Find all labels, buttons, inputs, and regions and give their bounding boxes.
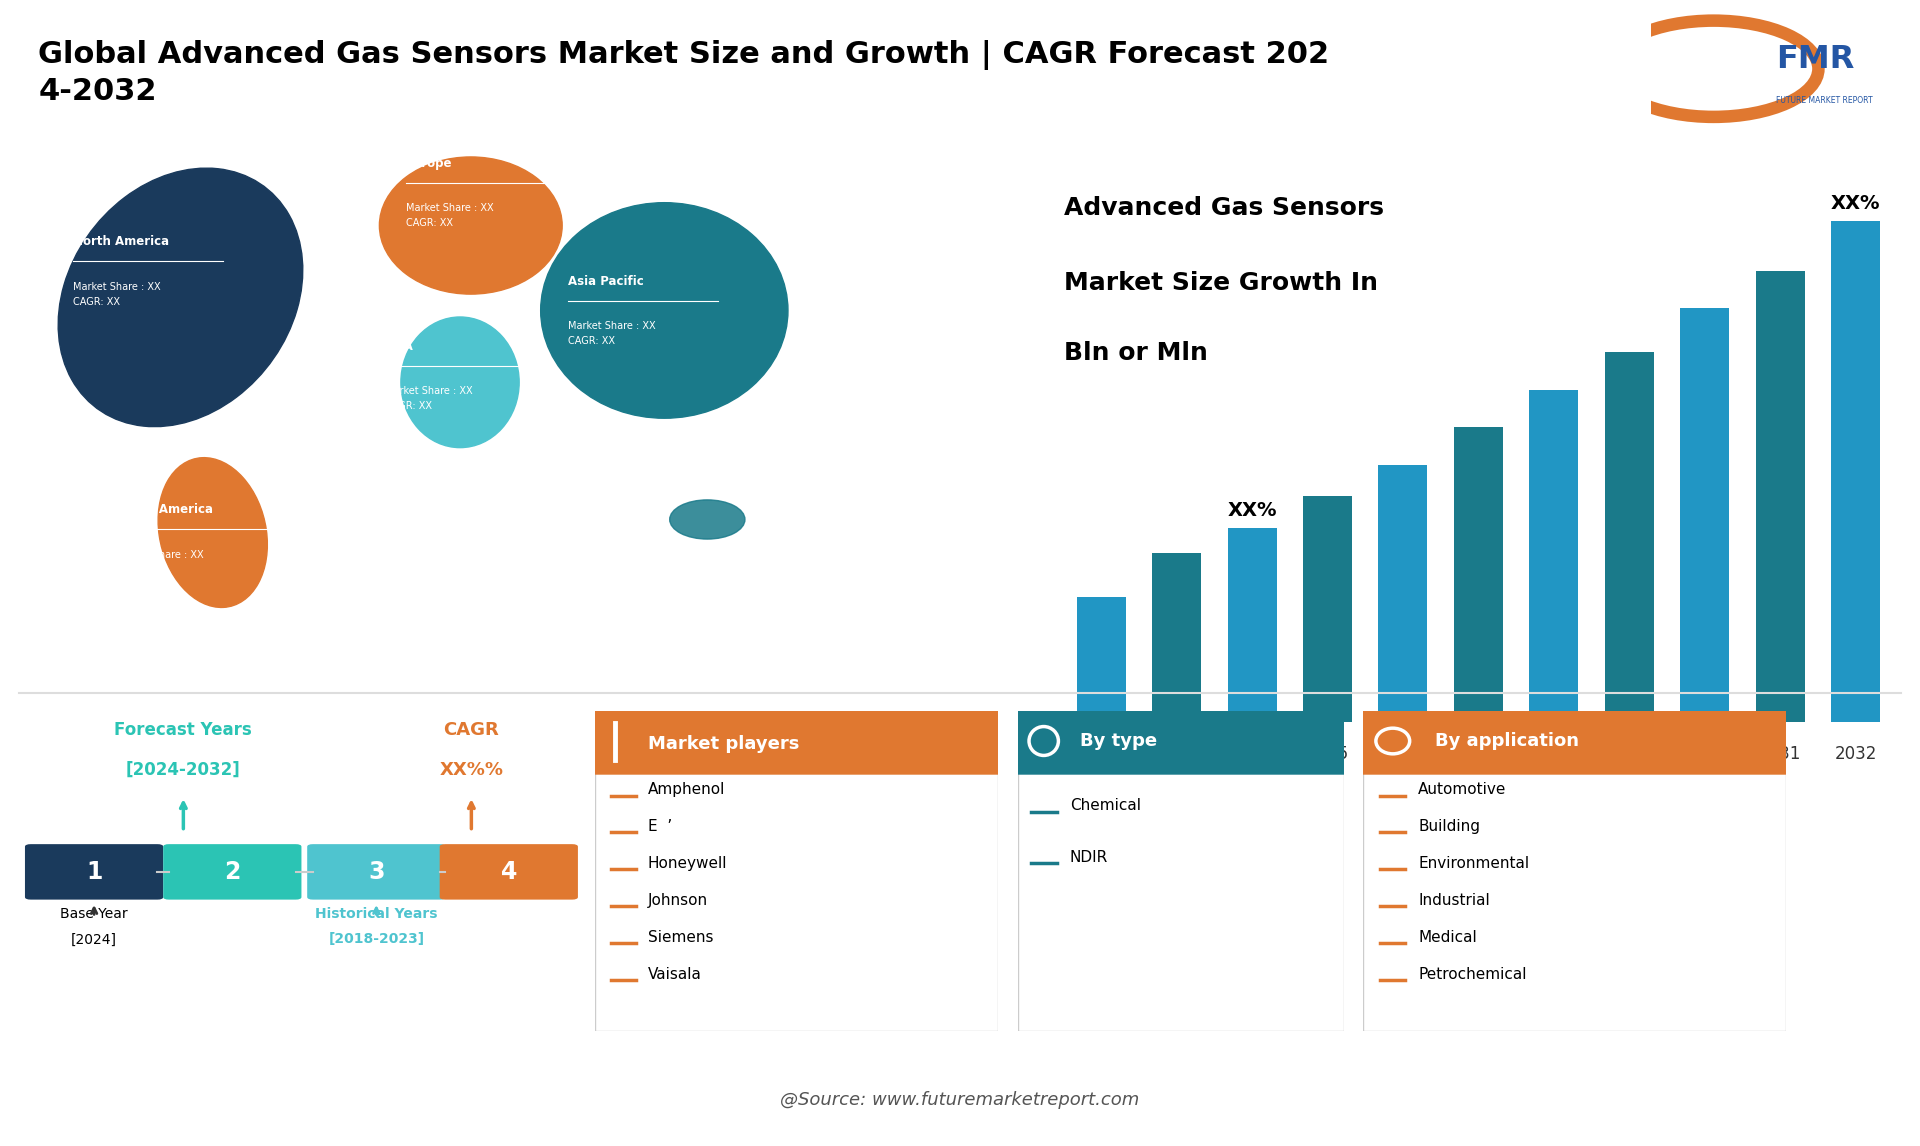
Text: Market Share : XX
CAGR: XX: Market Share : XX CAGR: XX bbox=[568, 321, 655, 346]
Bar bbox=[1832, 220, 1880, 722]
FancyBboxPatch shape bbox=[1018, 711, 1344, 1031]
FancyBboxPatch shape bbox=[1363, 711, 1786, 1031]
Text: Petrochemical: Petrochemical bbox=[1419, 967, 1526, 982]
Bar bbox=[1227, 527, 1277, 722]
Bar bbox=[1680, 308, 1730, 722]
Text: Historical Years: Historical Years bbox=[315, 908, 438, 921]
Text: By type: By type bbox=[1079, 732, 1156, 749]
Text: Market players: Market players bbox=[647, 736, 799, 753]
Text: 3: 3 bbox=[369, 860, 384, 884]
Bar bbox=[1304, 496, 1352, 722]
Text: Amphenol: Amphenol bbox=[647, 783, 726, 798]
Text: By application: By application bbox=[1434, 732, 1578, 749]
Text: Global Advanced Gas Sensors Market Size and Growth | CAGR Forecast 202: Global Advanced Gas Sensors Market Size … bbox=[38, 40, 1329, 70]
Text: [2018-2023]: [2018-2023] bbox=[328, 933, 424, 947]
FancyBboxPatch shape bbox=[307, 845, 445, 900]
Text: Honeywell: Honeywell bbox=[647, 856, 728, 871]
Text: South America: South America bbox=[115, 503, 213, 516]
Text: Medical: Medical bbox=[1419, 929, 1476, 944]
Bar bbox=[1605, 352, 1653, 722]
Text: Siemens: Siemens bbox=[647, 929, 712, 944]
Text: Asia Pacific: Asia Pacific bbox=[568, 275, 643, 288]
Text: Chemical: Chemical bbox=[1069, 799, 1140, 814]
Text: 2: 2 bbox=[225, 860, 240, 884]
Text: 2026: 2026 bbox=[1382, 745, 1425, 762]
Text: 2025: 2025 bbox=[1306, 745, 1348, 762]
Text: 2030: 2030 bbox=[1684, 745, 1726, 762]
FancyBboxPatch shape bbox=[163, 845, 301, 900]
Text: Market Share : XX
CAGR: XX: Market Share : XX CAGR: XX bbox=[73, 282, 161, 306]
Text: 2027: 2027 bbox=[1457, 745, 1500, 762]
Bar bbox=[1379, 465, 1427, 722]
Text: [2024]: [2024] bbox=[71, 933, 117, 947]
Ellipse shape bbox=[401, 317, 518, 448]
FancyBboxPatch shape bbox=[25, 845, 163, 900]
Text: North America: North America bbox=[73, 235, 169, 249]
Text: 1: 1 bbox=[86, 860, 102, 884]
Text: 2031: 2031 bbox=[1759, 745, 1801, 762]
Bar bbox=[1077, 597, 1125, 722]
Ellipse shape bbox=[380, 157, 563, 295]
Text: 2029: 2029 bbox=[1609, 745, 1651, 762]
Text: Advanced Gas Sensors: Advanced Gas Sensors bbox=[1064, 196, 1384, 220]
Text: Base Year: Base Year bbox=[60, 908, 129, 921]
Text: Market Share : XX
CAGR: XX: Market Share : XX CAGR: XX bbox=[384, 386, 472, 411]
Text: 2022: 2022 bbox=[1081, 745, 1123, 762]
Text: Industrial: Industrial bbox=[1419, 893, 1490, 908]
Text: Market Size Growth In: Market Size Growth In bbox=[1064, 270, 1377, 295]
Text: 2024: 2024 bbox=[1231, 745, 1273, 762]
Text: E  ʼ: E ʼ bbox=[647, 819, 672, 834]
Text: NDIR: NDIR bbox=[1069, 849, 1108, 864]
Text: Johnson: Johnson bbox=[647, 893, 708, 908]
Text: Europe: Europe bbox=[407, 157, 453, 170]
Text: Market Share : XX
CAGR: XX: Market Share : XX CAGR: XX bbox=[407, 203, 493, 228]
Text: Market Share : XX
CAGR: XX: Market Share : XX CAGR: XX bbox=[115, 550, 204, 574]
Ellipse shape bbox=[541, 203, 787, 418]
Text: XX%%: XX%% bbox=[440, 761, 503, 779]
Text: 4-2032: 4-2032 bbox=[38, 77, 157, 105]
Text: [2024-2032]: [2024-2032] bbox=[127, 761, 240, 779]
Text: FUTURE MARKET REPORT: FUTURE MARKET REPORT bbox=[1776, 96, 1872, 105]
Ellipse shape bbox=[58, 168, 303, 426]
FancyBboxPatch shape bbox=[588, 707, 1006, 775]
Text: Building: Building bbox=[1419, 819, 1480, 834]
FancyBboxPatch shape bbox=[1012, 707, 1350, 775]
Bar bbox=[1152, 552, 1202, 722]
Text: 2032: 2032 bbox=[1834, 745, 1876, 762]
Text: 2028: 2028 bbox=[1532, 745, 1574, 762]
Ellipse shape bbox=[157, 457, 267, 607]
Text: @Source: www.futuremarketreport.com: @Source: www.futuremarketreport.com bbox=[780, 1091, 1140, 1109]
Bar bbox=[1453, 427, 1503, 722]
Text: FMR: FMR bbox=[1776, 44, 1855, 76]
Bar bbox=[1755, 270, 1805, 722]
FancyBboxPatch shape bbox=[440, 845, 578, 900]
Text: MEA: MEA bbox=[384, 340, 413, 353]
Text: XX%: XX% bbox=[1832, 194, 1880, 213]
Text: 4: 4 bbox=[501, 860, 516, 884]
Text: Forecast Years: Forecast Years bbox=[115, 721, 252, 739]
FancyBboxPatch shape bbox=[595, 711, 998, 1031]
Text: Vaisala: Vaisala bbox=[647, 967, 701, 982]
Text: 2023: 2023 bbox=[1156, 745, 1198, 762]
Text: Automotive: Automotive bbox=[1419, 783, 1507, 798]
Ellipse shape bbox=[670, 500, 745, 539]
FancyBboxPatch shape bbox=[1356, 707, 1793, 775]
Text: CAGR: CAGR bbox=[444, 721, 499, 739]
Text: XX%: XX% bbox=[1227, 501, 1277, 520]
Text: Bln or Mln: Bln or Mln bbox=[1064, 342, 1208, 364]
Text: Environmental: Environmental bbox=[1419, 856, 1528, 871]
Bar bbox=[1530, 390, 1578, 722]
